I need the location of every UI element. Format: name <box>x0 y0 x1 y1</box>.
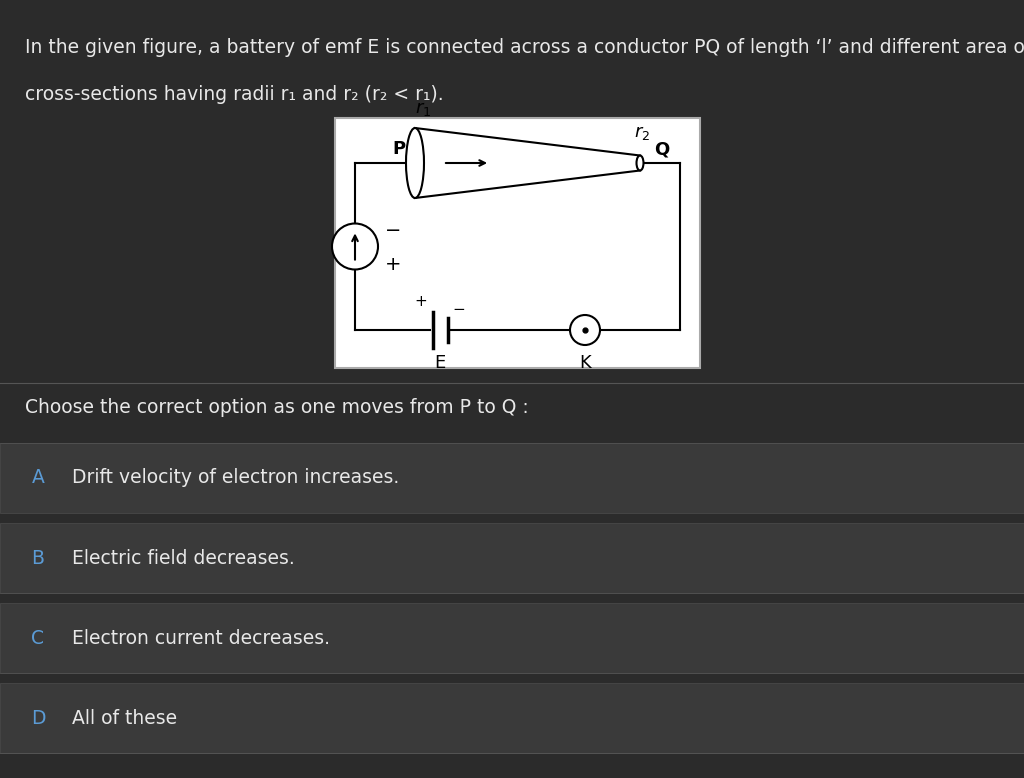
FancyBboxPatch shape <box>0 683 1024 753</box>
FancyBboxPatch shape <box>0 603 1024 673</box>
Text: Q: Q <box>654 140 670 158</box>
Text: $+$: $+$ <box>384 255 400 274</box>
Text: Electron current decreases.: Electron current decreases. <box>72 629 330 647</box>
Text: B: B <box>32 548 44 567</box>
FancyBboxPatch shape <box>0 523 1024 593</box>
Text: K: K <box>580 354 591 372</box>
Text: $r_1$: $r_1$ <box>415 100 431 118</box>
FancyBboxPatch shape <box>335 118 700 368</box>
Text: cross-sections having radii r₁ and r₂ (r₂ < r₁).: cross-sections having radii r₁ and r₂ (r… <box>25 85 443 104</box>
Text: Electric field decreases.: Electric field decreases. <box>72 548 295 567</box>
Text: All of these: All of these <box>72 709 177 727</box>
FancyBboxPatch shape <box>0 443 1024 513</box>
Text: $-$: $-$ <box>384 219 400 238</box>
Text: $+$: $+$ <box>415 294 427 309</box>
Text: Choose the correct option as one moves from P to Q :: Choose the correct option as one moves f… <box>25 398 528 417</box>
Circle shape <box>332 223 378 269</box>
Text: $-$: $-$ <box>452 300 465 315</box>
Text: C: C <box>32 629 44 647</box>
Text: A: A <box>32 468 44 488</box>
Ellipse shape <box>406 128 424 198</box>
Text: $r_2$: $r_2$ <box>634 124 650 142</box>
Text: In the given figure, a battery of emf E is connected across a conductor PQ of le: In the given figure, a battery of emf E … <box>25 38 1024 57</box>
Text: E: E <box>434 354 445 372</box>
Polygon shape <box>415 128 640 198</box>
Text: Drift velocity of electron increases.: Drift velocity of electron increases. <box>72 468 399 488</box>
Text: D: D <box>31 709 45 727</box>
Text: P: P <box>392 140 406 158</box>
Circle shape <box>570 315 600 345</box>
Ellipse shape <box>637 156 643 170</box>
